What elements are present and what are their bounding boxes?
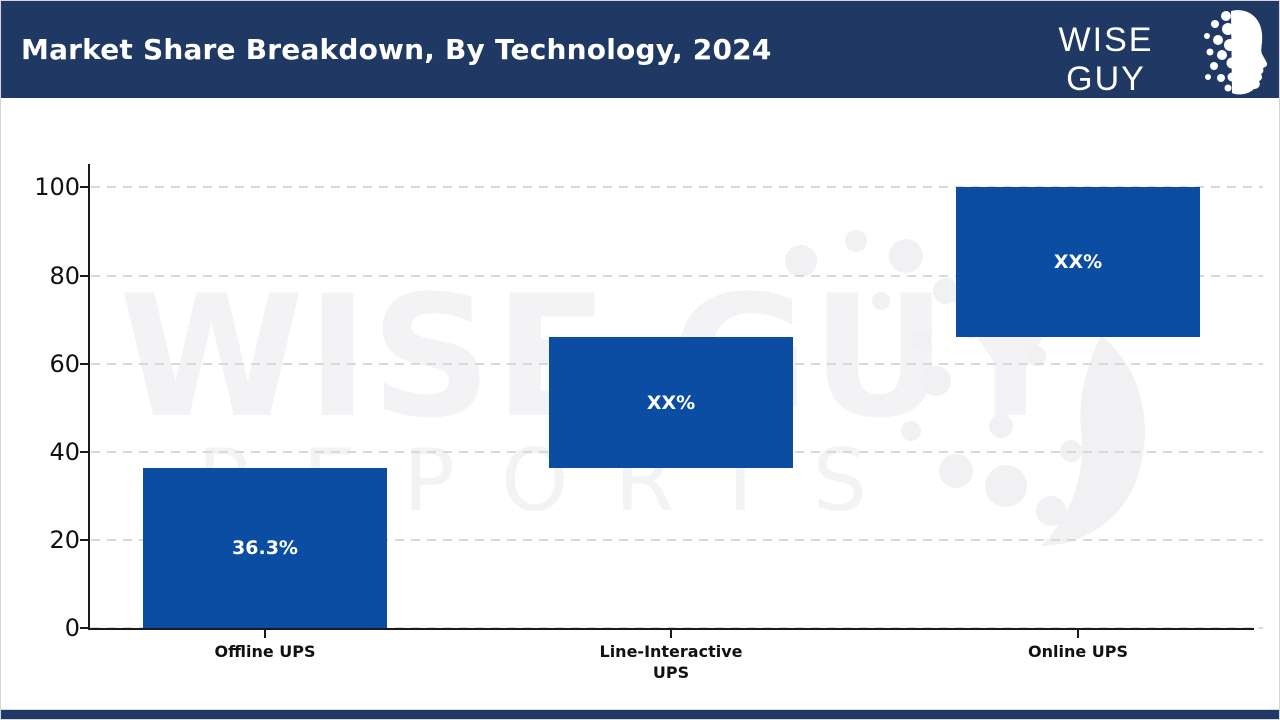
y-tick-label-0: 0 bbox=[64, 614, 80, 642]
wiseguy-logo: WISE GUY REPORTS bbox=[1017, 5, 1267, 115]
logo-subtitle: REPORTS bbox=[1042, 100, 1176, 115]
y-axis-line bbox=[88, 164, 90, 630]
y-tick-label-80: 80 bbox=[49, 261, 80, 290]
footer-bar bbox=[1, 710, 1279, 719]
x-axis-line bbox=[88, 628, 1254, 630]
y-tick-label-60: 60 bbox=[49, 349, 80, 378]
gridline-80 bbox=[91, 274, 1263, 277]
bar-value-label-online-ups: XX% bbox=[1053, 251, 1103, 274]
header: Market Share Breakdown, By Technology, 2… bbox=[1, 1, 1279, 115]
y-tick-label-100: 100 bbox=[34, 173, 80, 202]
y-tick-60 bbox=[80, 362, 89, 365]
y-tick-80 bbox=[80, 274, 89, 277]
logo-face-icon bbox=[1204, 10, 1267, 95]
bar-value-label-line-interactive-ups: XX% bbox=[646, 391, 696, 414]
x-category-label-offline-ups: Offline UPS bbox=[214, 642, 316, 661]
x-category-label-line-interactive-ups: Line-Interactive UPS bbox=[599, 642, 743, 682]
bar-online-ups: XX% bbox=[956, 187, 1200, 338]
y-tick-40 bbox=[80, 450, 89, 453]
y-tick-0 bbox=[80, 627, 89, 629]
y-tick-100 bbox=[80, 186, 89, 189]
chart-plot-area: 0 20 40 60 80 100 36.3% Offline UPS XX% Line-Inte… bbox=[1, 98, 1279, 712]
x-tick-online-ups bbox=[1077, 630, 1079, 638]
x-tick-offline-ups bbox=[264, 630, 266, 638]
logo-wordmark: WISE GUY bbox=[1058, 21, 1154, 98]
x-tick-line-interactive-ups bbox=[670, 630, 672, 638]
bar-line-interactive-ups: XX% bbox=[549, 337, 793, 469]
page-title: Market Share Breakdown, By Technology, 2… bbox=[21, 33, 772, 66]
footer-divider bbox=[1, 709, 1279, 710]
y-tick-20 bbox=[80, 538, 89, 541]
gridline-100 bbox=[91, 186, 1263, 189]
bar-offline-ups: 36.3% bbox=[143, 468, 387, 628]
y-tick-label-20: 20 bbox=[49, 525, 80, 554]
gridline-20 bbox=[91, 538, 1263, 541]
x-category-label-online-ups: Online UPS bbox=[1027, 642, 1128, 661]
bar-value-label-offline-ups: 36.3% bbox=[232, 537, 298, 560]
y-tick-label-40: 40 bbox=[49, 437, 80, 466]
logo-text: WISE GUY REPORTS bbox=[1017, 21, 1195, 115]
